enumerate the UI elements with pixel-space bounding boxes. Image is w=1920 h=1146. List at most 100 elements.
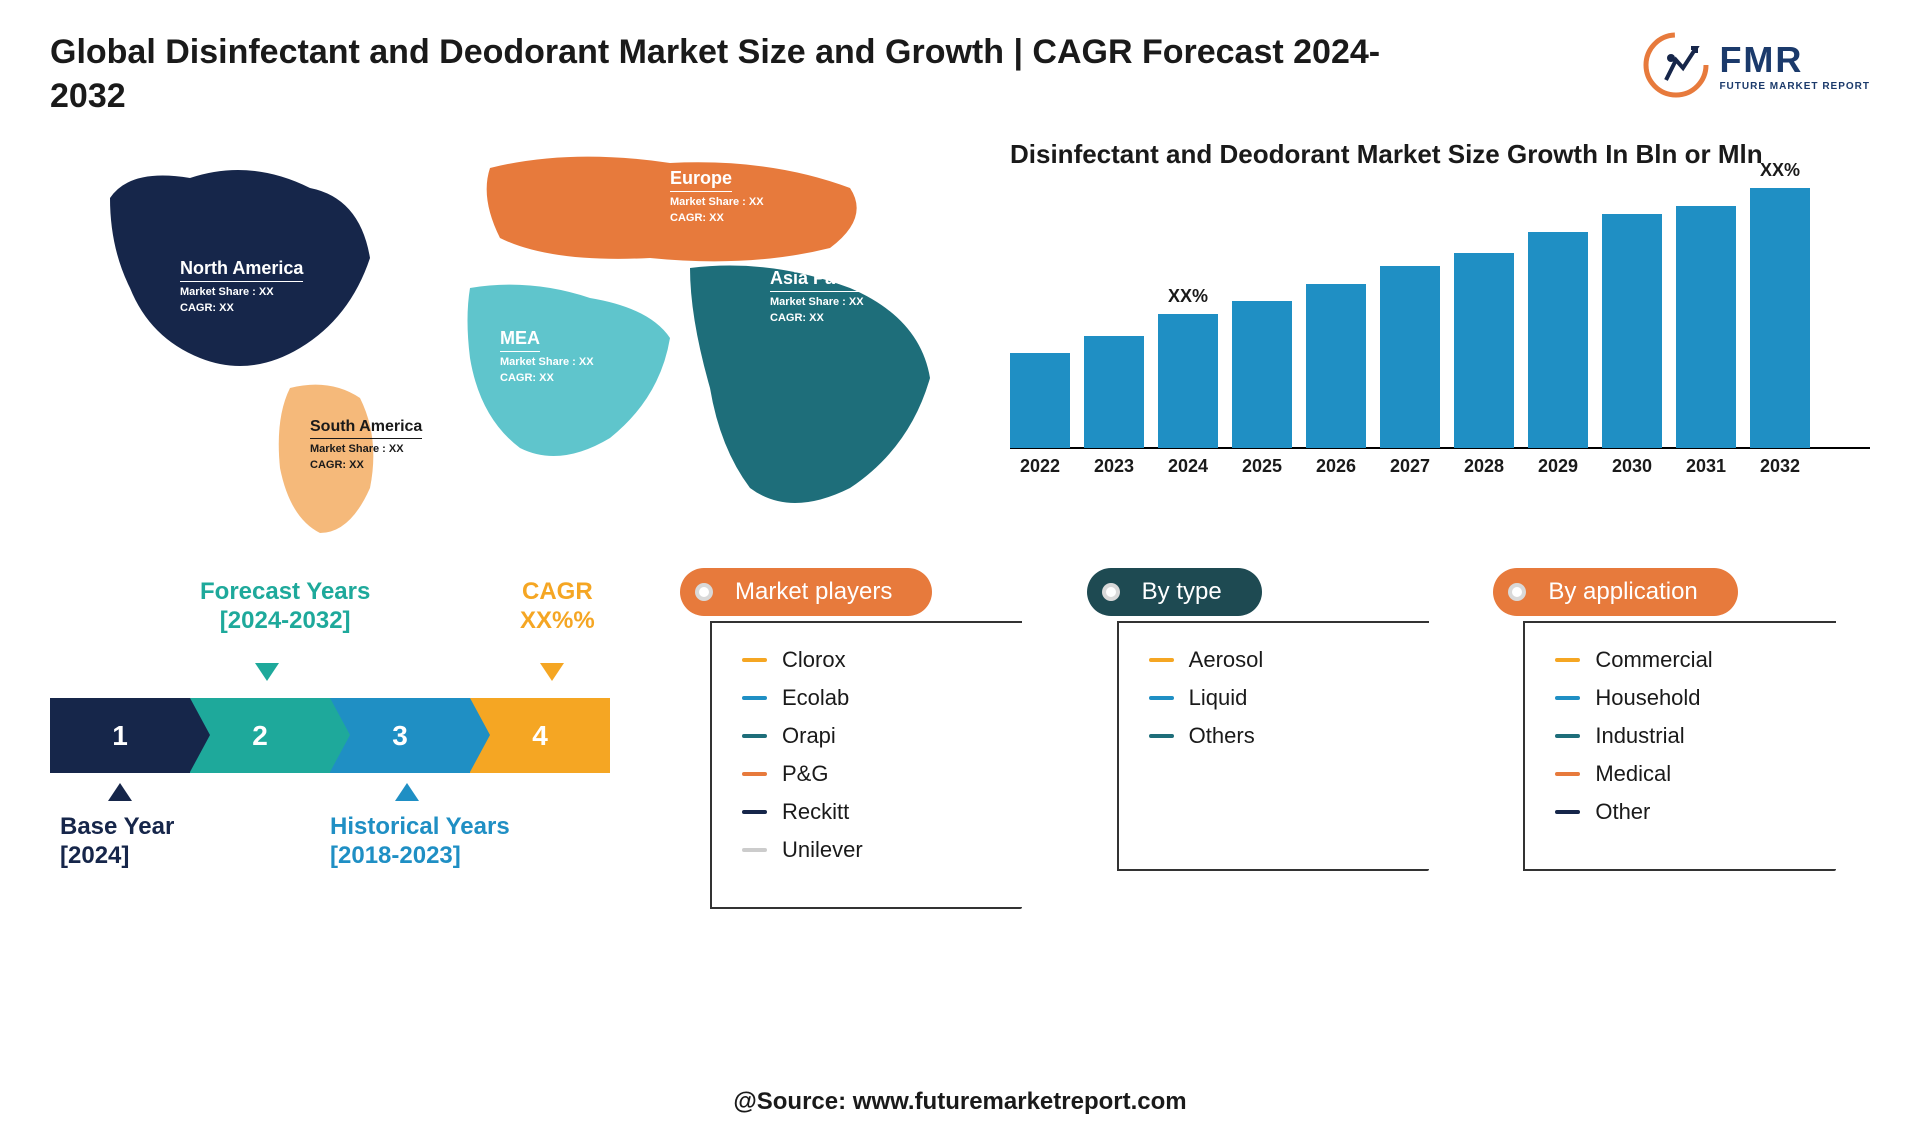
category-item-label: Aerosol: [1189, 647, 1264, 673]
bar: [1602, 214, 1662, 448]
category-item-label: Medical: [1595, 761, 1671, 787]
bar: [1232, 301, 1292, 448]
category-item-label: Other: [1595, 799, 1650, 825]
category-item-label: Commercial: [1595, 647, 1712, 673]
category-item: Unilever: [742, 831, 1057, 869]
bar-label: 2030: [1612, 456, 1652, 477]
category-item: Medical: [1555, 755, 1870, 793]
bar-label: 2028: [1464, 456, 1504, 477]
category-header: Market players: [680, 568, 932, 616]
bar-group: 2023: [1084, 336, 1144, 478]
category-item: Ecolab: [742, 679, 1057, 717]
bar: [1380, 266, 1440, 448]
category-item: Commercial: [1555, 641, 1870, 679]
timeline-segment: 4: [470, 698, 610, 773]
bar-label: 2022: [1020, 456, 1060, 477]
bar-chart-area: Disinfectant and Deodorant Market Size G…: [1010, 138, 1870, 538]
header-dot-icon: [1508, 583, 1526, 601]
category-item-label: Reckitt: [782, 799, 849, 825]
historical-label: Historical Years[2018-2023]: [330, 813, 510, 871]
historical-pointer: [395, 783, 419, 801]
logo-icon: [1641, 30, 1711, 100]
bar-annotation: XX%: [1760, 160, 1800, 181]
bar-group: 2028: [1454, 253, 1514, 477]
region-name: North America: [180, 258, 303, 282]
category-item-label: Liquid: [1189, 685, 1248, 711]
category-bracket: Aerosol Liquid Others: [1117, 621, 1464, 871]
bar-group: 2029: [1528, 232, 1588, 478]
region-stats: Market Share : XXCAGR: XX: [770, 295, 871, 326]
bar-group: XX% 2032: [1750, 188, 1810, 477]
bar-label: 2032: [1760, 456, 1800, 477]
bullet-icon: [1555, 772, 1580, 776]
bar-label: 2031: [1686, 456, 1726, 477]
region-name: Asia Pacific: [770, 268, 871, 292]
bullet-icon: [1555, 810, 1580, 814]
bullet-icon: [1149, 696, 1174, 700]
bar-chart: 2022 2023XX% 2024 2025 2026 2027 2028 20…: [1010, 187, 1870, 477]
bar: [1158, 314, 1218, 448]
category-item: Clorox: [742, 641, 1057, 679]
bar-label: 2029: [1538, 456, 1578, 477]
timeline-area: Forecast Years[2024-2032] CAGRXX%% 1234 …: [50, 568, 650, 888]
bullet-icon: [742, 810, 767, 814]
region-name: Europe: [670, 168, 732, 192]
region-label-asia-pacific: Asia Pacific Market Share : XXCAGR: XX: [770, 268, 871, 326]
category-item-label: Ecolab: [782, 685, 849, 711]
category-item: Aerosol: [1149, 641, 1464, 679]
bar-label: 2026: [1316, 456, 1356, 477]
category-item: Household: [1555, 679, 1870, 717]
bar-group: 2030: [1602, 214, 1662, 477]
region-label-mea: MEA Market Share : XXCAGR: XX: [500, 328, 594, 386]
bar-group: 2031: [1676, 206, 1736, 478]
category-item: Reckitt: [742, 793, 1057, 831]
bullet-icon: [1555, 658, 1580, 662]
bar-label: 2024: [1168, 456, 1208, 477]
timeline-bar: 1234: [50, 698, 610, 773]
region-stats: Market Share : XXCAGR: XX: [180, 285, 303, 316]
header-dot-icon: [1102, 583, 1120, 601]
source-text: @Source: www.futuremarketreport.com: [733, 1088, 1186, 1116]
category-item-label: Clorox: [782, 647, 846, 673]
region-label-south-america: South America Market Share : XXCAGR: XX: [310, 418, 422, 473]
region-label-north-america: North America Market Share : XXCAGR: XX: [180, 258, 303, 316]
bullet-icon: [1149, 734, 1174, 738]
timeline-segment: 3: [330, 698, 470, 773]
region-stats: Market Share : XXCAGR: XX: [670, 195, 764, 226]
chart-title: Disinfectant and Deodorant Market Size G…: [1010, 138, 1870, 172]
bar: [1010, 353, 1070, 448]
category-box: By application Commercial Household Indu…: [1493, 568, 1870, 909]
category-box: By type Aerosol Liquid Others: [1087, 568, 1464, 909]
category-header-text: By application: [1548, 578, 1697, 606]
page-title: Global Disinfectant and Deodorant Market…: [50, 30, 1450, 118]
cagr-label: CAGRXX%%: [520, 578, 595, 636]
category-bracket: Clorox Ecolab Orapi P&G Reckitt Unilever: [710, 621, 1057, 909]
world-map: North America Market Share : XXCAGR: XX S…: [50, 138, 970, 538]
category-box: Market players Clorox Ecolab Orapi P&G R…: [680, 568, 1057, 909]
category-item-label: P&G: [782, 761, 828, 787]
category-item: P&G: [742, 755, 1057, 793]
bar: [1454, 253, 1514, 448]
forecast-pointer: [255, 663, 279, 681]
category-header: By application: [1493, 568, 1737, 616]
bar: [1676, 206, 1736, 449]
region-name: MEA: [500, 328, 540, 352]
top-section: North America Market Share : XXCAGR: XX S…: [50, 138, 1870, 538]
category-item-label: Industrial: [1595, 723, 1684, 749]
bar: [1306, 284, 1366, 449]
region-name: South America: [310, 418, 422, 439]
category-item: Liquid: [1149, 679, 1464, 717]
category-item-label: Unilever: [782, 837, 863, 863]
logo: FMR FUTURE MARKET REPORT: [1641, 30, 1870, 100]
category-bracket: Commercial Household Industrial Medical …: [1523, 621, 1870, 871]
bar-group: 2026: [1306, 284, 1366, 478]
bar-group: XX% 2024: [1158, 314, 1218, 477]
bar-annotation: XX%: [1168, 286, 1208, 307]
bullet-icon: [742, 696, 767, 700]
bar-label: 2023: [1094, 456, 1134, 477]
category-header-text: By type: [1142, 578, 1222, 606]
category-item-label: Household: [1595, 685, 1700, 711]
region-label-europe: Europe Market Share : XXCAGR: XX: [670, 168, 764, 226]
timeline-segment: 1: [50, 698, 190, 773]
header-dot-icon: [695, 583, 713, 601]
